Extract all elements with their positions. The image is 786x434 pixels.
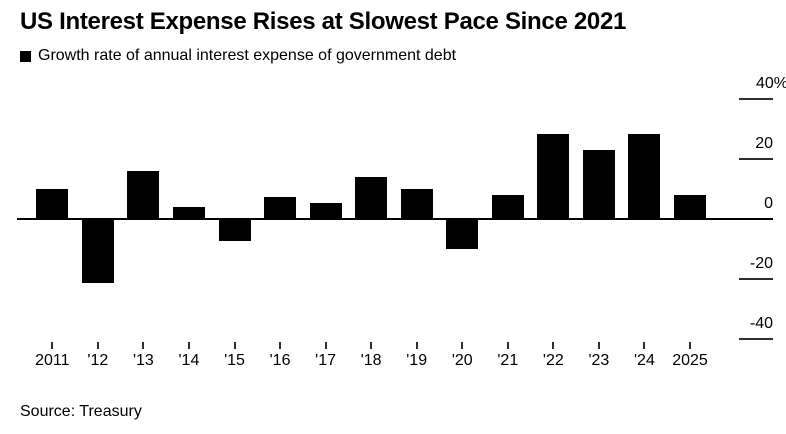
y-axis-tick: [739, 338, 773, 340]
x-axis-label: '19: [406, 352, 428, 369]
bar-2025: [674, 195, 706, 219]
x-axis-zero-line: [17, 218, 773, 220]
x-axis-label: '23: [588, 352, 610, 369]
x-axis-tick: [187, 342, 190, 349]
y-axis-label: 0: [764, 195, 773, 212]
bar-14: [172, 207, 205, 219]
legend-label: Growth rate of annual interest expense o…: [38, 47, 457, 64]
x-axis-label: '20: [451, 352, 473, 369]
x-axis-label: '15: [224, 352, 245, 369]
x-axis-tick: [96, 342, 99, 349]
bar-24: [628, 133, 661, 219]
x-axis-label: '17: [315, 352, 337, 369]
y-axis-label-number: 40: [755, 75, 774, 92]
legend-swatch-icon: [20, 50, 31, 62]
x-axis-tick: [552, 342, 555, 349]
bar-20: [446, 220, 479, 249]
bar-16: [264, 196, 297, 219]
bar-17: [309, 202, 342, 219]
source-label: Source: Treasury: [20, 403, 142, 420]
x-axis-tick: [461, 342, 464, 349]
x-axis-label: '14: [178, 352, 200, 369]
x-axis-tick: [142, 342, 145, 349]
x-axis-tick: [689, 342, 691, 349]
y-axis-label-percent-sign: %: [774, 75, 786, 92]
bar-18: [355, 177, 388, 219]
y-axis-label: -20: [749, 255, 773, 272]
chart-legend: Growth rate of annual interest expense o…: [20, 47, 456, 65]
x-axis-tick: [324, 342, 327, 349]
x-axis-label: 2025: [672, 352, 708, 369]
x-axis-label: '13: [132, 352, 154, 369]
x-axis-label: '24: [634, 352, 655, 369]
bar-13: [127, 171, 160, 219]
y-axis-label: 40%: [756, 75, 786, 93]
bar-12: [81, 220, 114, 283]
y-axis-tick: [739, 98, 773, 100]
y-axis-tick: [739, 278, 773, 280]
y-axis-label: -40: [749, 315, 773, 332]
bar-19: [400, 189, 433, 219]
x-axis-tick: [415, 342, 418, 349]
x-axis-tick: [643, 342, 646, 349]
x-axis-label: '12: [87, 352, 109, 369]
x-axis-label: '22: [542, 352, 564, 369]
bar-23: [582, 150, 615, 219]
bar-21: [491, 195, 524, 219]
x-axis-label: '16: [269, 352, 291, 369]
x-axis-label: '18: [360, 352, 382, 369]
y-axis-tick: [739, 158, 773, 160]
x-axis-label: 2011: [35, 352, 70, 369]
bar-2011: [36, 189, 69, 219]
chart-title: US Interest Expense Rises at Slowest Pac…: [20, 8, 627, 35]
y-axis-label: 20: [755, 135, 773, 152]
x-axis-tick: [597, 342, 600, 349]
x-axis-tick: [233, 342, 236, 349]
x-axis-tick: [506, 342, 509, 349]
bar-15: [218, 220, 251, 241]
x-axis-label: '21: [497, 352, 519, 369]
x-axis-tick: [279, 342, 282, 349]
x-axis-tick: [51, 342, 54, 349]
x-axis-tick: [370, 342, 373, 349]
bar-22: [537, 133, 570, 219]
